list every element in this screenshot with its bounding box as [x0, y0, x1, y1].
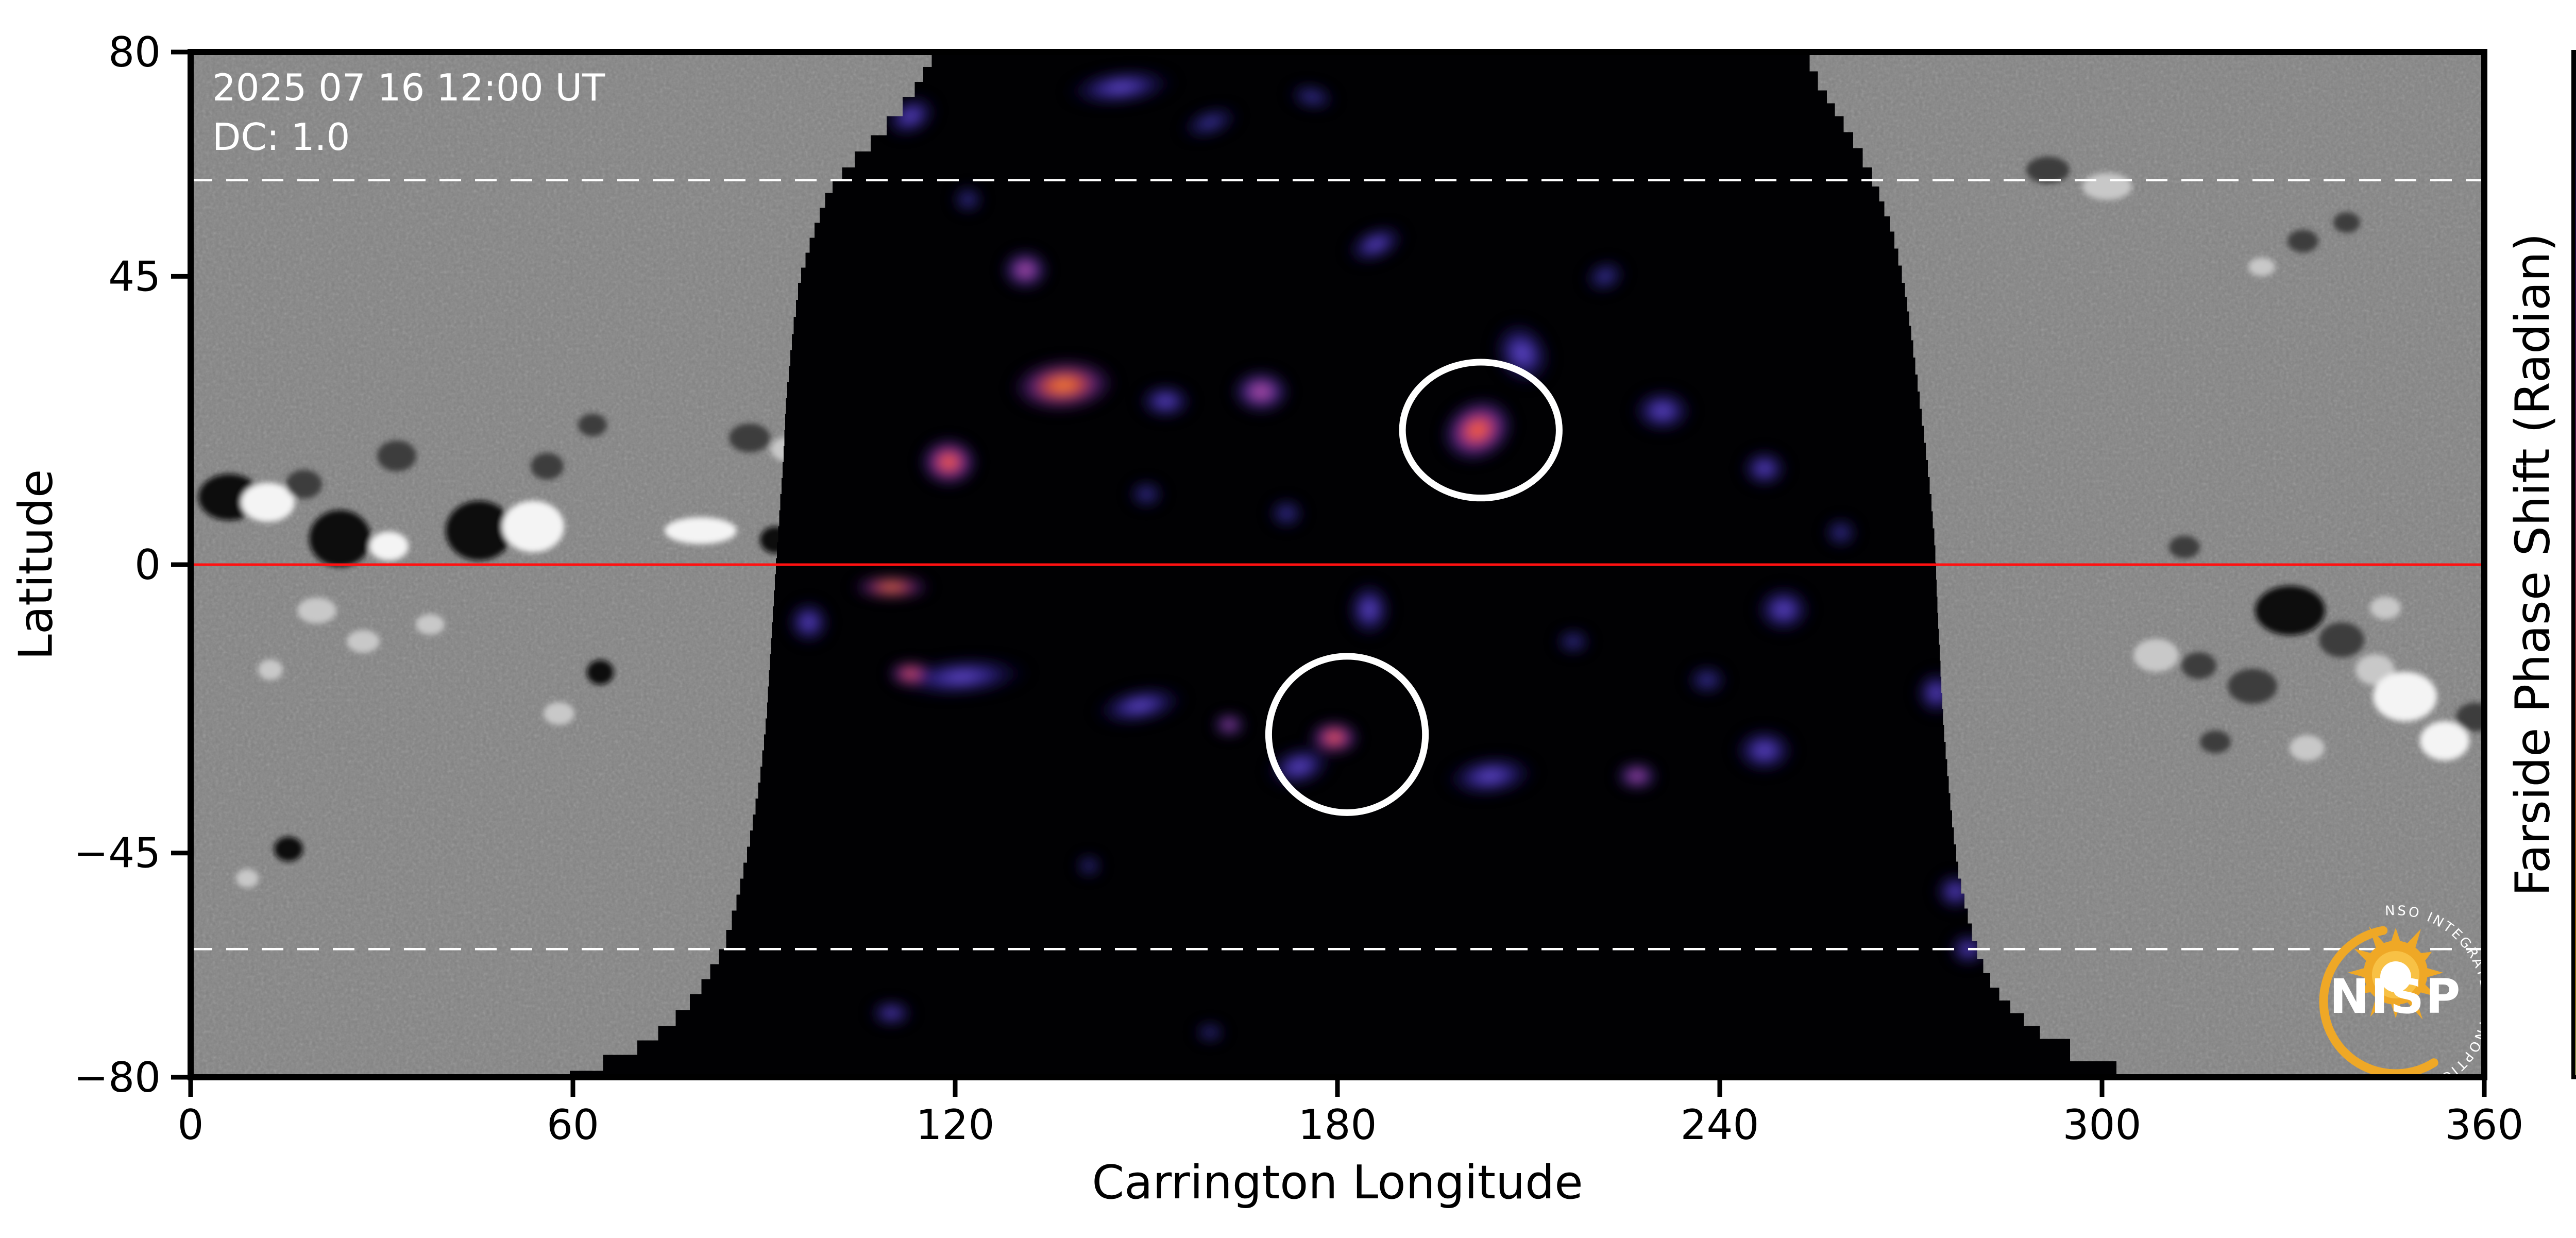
x-tick-label: 120	[916, 1101, 995, 1149]
active-region-speckle	[369, 532, 409, 561]
active-region-speckle	[2228, 669, 2277, 704]
phase-shift-blob	[1127, 480, 1166, 508]
phase-shift-blob	[1740, 449, 1789, 488]
x-tick-label: 300	[2063, 1101, 2142, 1149]
x-axis-label: Carrington Longitude	[1092, 1156, 1583, 1210]
active-region-speckle	[2370, 597, 2401, 619]
phase-shift-blob	[1754, 585, 1813, 634]
active-region-speckle	[2255, 586, 2325, 635]
phase-shift-blob	[1309, 721, 1360, 755]
active-region-speckle	[2169, 536, 2200, 558]
active-region-speckle	[446, 501, 513, 561]
phase-shift-blob	[1230, 369, 1292, 414]
x-tick-label: 240	[1681, 1101, 1759, 1149]
x-tick-label: 180	[1298, 1101, 1377, 1149]
phase-shift-blob	[850, 575, 933, 599]
phase-shift-blob	[1075, 854, 1103, 877]
active-region-speckle	[2319, 622, 2364, 657]
active-region-speckle	[665, 517, 737, 544]
y-tick-label: 45	[108, 252, 161, 300]
highlight-circle	[1265, 653, 1429, 816]
phase-shift-blob	[868, 1000, 914, 1026]
phase-shift-blob	[1212, 713, 1246, 737]
phase-shift-blob	[1179, 106, 1241, 140]
active-region-speckle	[587, 660, 614, 685]
phase-shift-blob	[1267, 498, 1306, 529]
phase-shift-blob	[1615, 762, 1659, 790]
phase-shift-blob	[786, 600, 831, 645]
x-tick-label: 360	[2445, 1101, 2524, 1149]
phase-shift-blob	[1823, 517, 1859, 548]
phase-shift-blob	[1492, 319, 1553, 387]
active-region-speckle	[377, 440, 416, 471]
active-region-speckle	[2333, 212, 2360, 233]
phase-shift-blob	[1093, 686, 1188, 725]
active-region-speckle	[502, 501, 564, 552]
phase-shift-blob	[1630, 388, 1694, 434]
active-region-speckle	[2082, 173, 2132, 200]
active-region-speckle	[297, 598, 336, 623]
active-region-speckle	[531, 453, 564, 480]
phase-shift-blob	[887, 662, 934, 685]
active-region-speckle	[578, 414, 607, 436]
phase-shift-blob	[1554, 629, 1592, 655]
active-region-speckle	[2420, 721, 2469, 760]
phase-shift-blob	[951, 185, 985, 214]
active-region-speckle	[2456, 703, 2484, 732]
x-tick-label: 60	[547, 1101, 599, 1149]
phase-shift-blob	[1009, 358, 1118, 413]
phase-shift-blob	[1345, 225, 1406, 264]
logo-text: NISP	[2330, 969, 2462, 1024]
active-region-speckle	[286, 470, 322, 499]
phase-shift-blob	[1286, 83, 1337, 111]
active-region-speckle	[2200, 731, 2231, 753]
active-region-speckle	[2026, 157, 2070, 183]
phase-shift-blob	[1583, 259, 1627, 294]
active-region-speckle	[2287, 230, 2318, 252]
active-region-speckle	[347, 630, 380, 653]
active-region-speckle	[309, 510, 371, 567]
y-axis-label: Latitude	[9, 469, 63, 660]
active-region-speckle	[241, 483, 295, 522]
phase-shift-blob	[1732, 727, 1797, 774]
logo-sun-core-icon	[2380, 961, 2411, 992]
highlight-circle	[1399, 359, 1563, 502]
phase-shift-blob	[1346, 581, 1393, 639]
colorbar-phase-shift-border	[2571, 50, 2576, 1079]
phase-shift-blob	[1001, 249, 1050, 291]
active-region-speckle	[2290, 735, 2325, 761]
phase-shift-blob	[1685, 665, 1729, 696]
active-region-speckle	[258, 659, 283, 680]
y-tick-label: 80	[108, 28, 161, 76]
active-region-speckle	[2248, 258, 2275, 276]
phase-shift-blob	[919, 437, 978, 487]
phase-shift-blob	[1137, 383, 1194, 419]
active-region-speckle	[2181, 652, 2216, 679]
colorbar1-label: Farside Phase Shift (Radian)	[2505, 233, 2561, 896]
active-region-speckle	[274, 837, 303, 861]
active-region-speckle	[416, 614, 445, 635]
logo-arc-icon	[2319, 926, 2438, 1077]
active-region-speckle	[729, 423, 770, 452]
farside-phase-shift-signals	[786, 68, 1989, 1043]
phase-shift-blob	[1063, 68, 1178, 106]
map-date-text: 2025 07 16 12:00 UT	[212, 66, 605, 109]
axes-ticks: 0 60 120 180 240 300 360 80 45 0 −45 −80	[74, 28, 2523, 1149]
duty-cycle-text: DC: 1.0	[212, 115, 350, 159]
phase-shift-blob	[1193, 1022, 1227, 1043]
plot-border	[188, 49, 2487, 1080]
y-tick-label: 0	[134, 541, 161, 589]
x-tick-label: 0	[178, 1101, 204, 1149]
active-region-speckle	[2133, 639, 2179, 672]
y-tick-label: −45	[74, 829, 161, 877]
active-region-speckle	[236, 869, 259, 888]
phase-shift-blob	[1443, 755, 1538, 798]
active-region-speckle	[2373, 672, 2437, 721]
phase-shift-blob	[1440, 397, 1515, 463]
active-region-speckle	[544, 702, 574, 725]
y-tick-label: −80	[74, 1054, 161, 1101]
